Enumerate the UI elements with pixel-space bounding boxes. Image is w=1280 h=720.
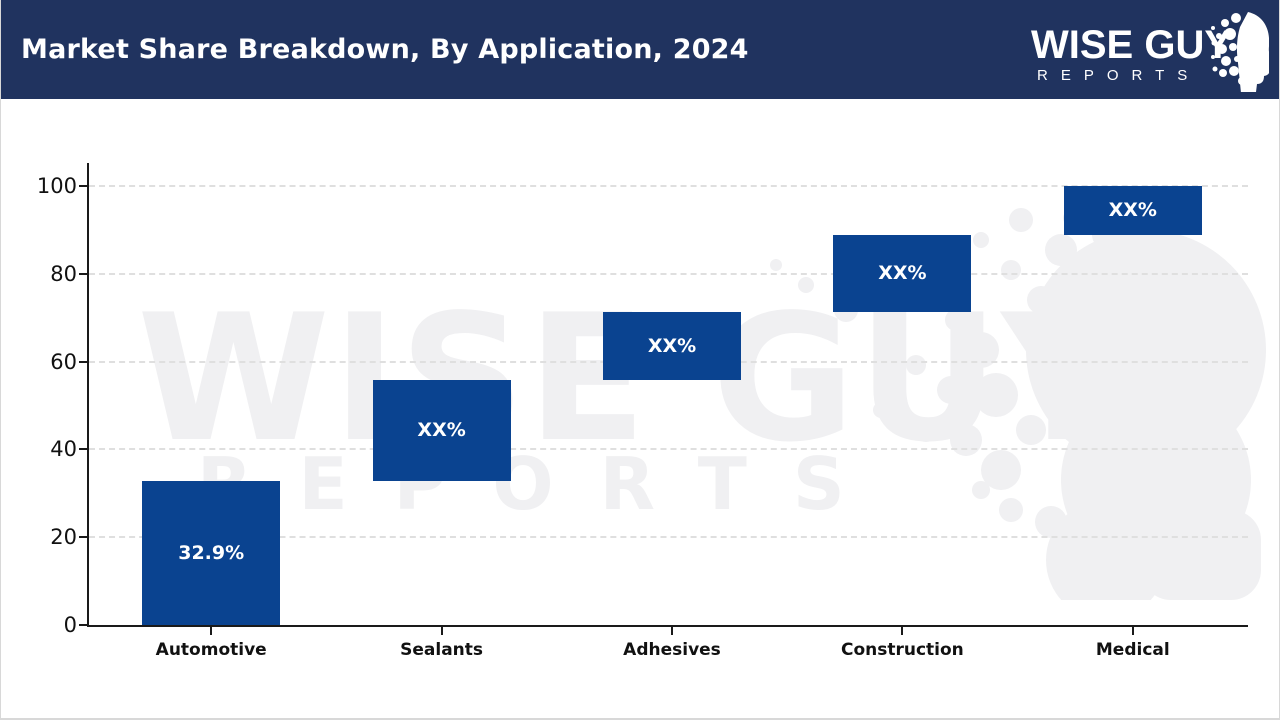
y-tick-label: 60 bbox=[50, 349, 77, 374]
bar-adhesives bbox=[603, 311, 741, 380]
bar-automotive bbox=[142, 480, 281, 625]
x-category-label-medical: Medical bbox=[1095, 640, 1170, 660]
y-tick-label: 20 bbox=[50, 525, 77, 550]
page-title: Market Share Breakdown, By Application, … bbox=[21, 34, 749, 65]
logo-line1: WISE GUY bbox=[1031, 23, 1231, 67]
gridline-80 bbox=[89, 272, 1248, 275]
x-category-label-automotive: Automotive bbox=[155, 640, 267, 660]
x-tick-mark bbox=[210, 627, 213, 635]
y-tick-mark bbox=[79, 360, 87, 363]
bar-sealants bbox=[372, 380, 511, 481]
x-tick-mark bbox=[671, 627, 673, 635]
y-tick-mark bbox=[79, 185, 87, 187]
gridline-100 bbox=[89, 185, 1248, 187]
logo-dotted-head-icon bbox=[1211, 12, 1269, 92]
x-tick-mark bbox=[901, 627, 904, 635]
bar-value-label: XX% bbox=[1108, 199, 1157, 222]
y-tick-label: 80 bbox=[50, 261, 77, 286]
y-axis-line bbox=[87, 163, 89, 627]
x-category-label-sealants: Sealants bbox=[400, 640, 484, 660]
logo-line2: REPORTS bbox=[1037, 67, 1200, 84]
y-tick-mark bbox=[79, 536, 87, 539]
y-tick-mark bbox=[79, 448, 87, 451]
x-category-label-construction: Construction bbox=[840, 640, 964, 660]
gridline-20 bbox=[89, 536, 1248, 539]
bar-value-label: XX% bbox=[878, 262, 927, 285]
x-tick-mark bbox=[1131, 627, 1134, 635]
bar-value-label: 32.9% bbox=[178, 541, 245, 564]
wise-guy-reports-logo: WISE GUY REPORTS bbox=[1031, 12, 1269, 92]
bar-value-label: XX% bbox=[417, 419, 466, 442]
x-category-label-adhesives: Adhesives bbox=[623, 640, 721, 660]
y-tick-label: 100 bbox=[36, 174, 77, 198]
y-tick-label: 0 bbox=[63, 613, 77, 637]
y-tick-mark bbox=[79, 624, 87, 626]
gridline-40 bbox=[89, 448, 1248, 451]
x-tick-mark bbox=[440, 627, 443, 635]
bar-medical bbox=[1063, 186, 1202, 235]
x-axis-line bbox=[87, 625, 1248, 627]
y-tick-label: 40 bbox=[50, 437, 77, 462]
y-tick-mark bbox=[79, 272, 87, 275]
header-bar: Market Share Breakdown, By Application, … bbox=[1, 0, 1279, 99]
bar-value-label: XX% bbox=[647, 334, 697, 357]
